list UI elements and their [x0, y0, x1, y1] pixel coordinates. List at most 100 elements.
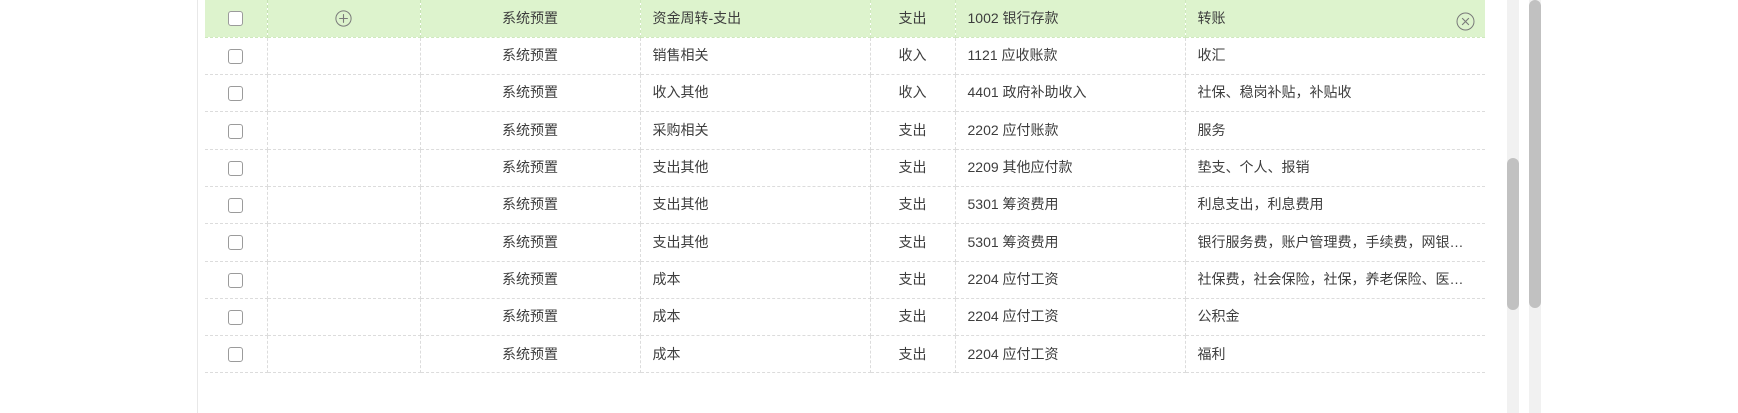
row-expand-cell — [267, 223, 421, 262]
rules-table-body: 系统预置 资金周转-支出 支出 1002 银行存款 转账 系统预置 销售相关 收入 1121 应… — [205, 0, 1485, 374]
outer-vertical-scrollbar-track[interactable] — [1529, 0, 1541, 413]
cell-category: 销售相关 — [640, 37, 871, 76]
row-expand-cell — [267, 335, 421, 374]
cell-account: 2209 其他应付款 — [955, 149, 1186, 187]
cell-category: 成本 — [640, 261, 871, 299]
checkbox-icon[interactable] — [228, 86, 244, 102]
row-checkbox-cell — [205, 37, 268, 76]
cell-direction: 支出 — [870, 298, 956, 337]
cell-category: 资金周转-支出 — [640, 0, 871, 38]
checkbox-icon[interactable] — [228, 235, 244, 251]
cell-category: 收入其他 — [640, 74, 871, 113]
cell-direction: 支出 — [870, 335, 956, 374]
inner-vertical-scrollbar-thumb[interactable] — [1507, 158, 1519, 310]
cell-account: 1121 应收账款 — [955, 37, 1186, 76]
row-expand-cell — [267, 186, 421, 225]
left-empty-pane — [0, 0, 197, 413]
checkbox-icon[interactable] — [228, 160, 244, 176]
cell-category: 支出其他 — [640, 186, 871, 225]
row-expand-cell — [267, 111, 421, 150]
row-checkbox-cell — [205, 298, 268, 337]
cell-keywords: 社保费，社会保险，社保，养老保险、医疗保险... — [1185, 261, 1485, 299]
cell-category: 支出其他 — [640, 223, 871, 262]
cell-account: 4401 政府补助收入 — [955, 74, 1186, 113]
cell-source: 系统预置 — [420, 298, 641, 337]
cell-keywords: 服务 — [1185, 111, 1485, 150]
cell-account: 2204 应付工资 — [955, 261, 1186, 299]
table-row[interactable]: 系统预置 成本 支出 2204 应付工资 福利 — [205, 335, 1485, 374]
left-gutter — [198, 0, 205, 413]
cell-keywords: 社保、稳岗补贴，补贴收 — [1185, 74, 1485, 113]
plus-circle-icon[interactable] — [335, 10, 352, 27]
cell-account: 2204 应付工资 — [955, 298, 1186, 337]
cell-keywords: 垫支、个人、报销 — [1185, 149, 1485, 187]
row-checkbox-cell — [205, 74, 268, 113]
checkbox-icon[interactable] — [228, 123, 244, 139]
row-expand-cell — [267, 74, 421, 113]
table-row[interactable]: 系统预置 销售相关 收入 1121 应收账款 收汇 — [205, 37, 1485, 76]
cell-account: 2204 应付工资 — [955, 335, 1186, 374]
cell-keywords: 银行服务费，账户管理费，手续费，网银注册，... — [1185, 223, 1485, 262]
right-scroll-zone — [1485, 0, 1738, 413]
cell-source: 系统预置 — [420, 149, 641, 187]
cell-category: 成本 — [640, 298, 871, 337]
row-expand-cell — [267, 149, 421, 187]
cell-account: 2202 应付账款 — [955, 111, 1186, 150]
checkbox-icon[interactable] — [228, 272, 244, 288]
cell-category: 成本 — [640, 335, 871, 374]
cell-account: 5301 筹资费用 — [955, 223, 1186, 262]
outer-vertical-scrollbar-thumb[interactable] — [1529, 0, 1541, 308]
checkbox-icon[interactable] — [228, 347, 244, 363]
cell-direction: 收入 — [870, 74, 956, 113]
cell-source: 系统预置 — [420, 223, 641, 262]
cell-source: 系统预置 — [420, 111, 641, 150]
table-row[interactable]: 系统预置 资金周转-支出 支出 1002 银行存款 转账 — [205, 0, 1485, 38]
table-row[interactable]: 系统预置 成本 支出 2204 应付工资 社保费，社会保险，社保，养老保险、医疗保险..… — [205, 261, 1485, 299]
row-expand-cell — [267, 37, 421, 76]
row-checkbox-cell — [205, 111, 268, 150]
cell-keywords: 收汇 — [1185, 37, 1485, 76]
cell-keywords: 转账 — [1185, 0, 1485, 38]
cell-direction: 支出 — [870, 0, 956, 38]
cell-source: 系统预置 — [420, 74, 641, 113]
cell-direction: 收入 — [870, 37, 956, 76]
row-checkbox-cell — [205, 0, 268, 38]
inner-vertical-scrollbar-track[interactable] — [1507, 0, 1519, 413]
row-expand-cell — [267, 261, 421, 299]
cell-direction: 支出 — [870, 186, 956, 225]
cell-direction: 支出 — [870, 261, 956, 299]
checkbox-icon[interactable] — [228, 310, 244, 326]
row-expand-cell — [267, 298, 421, 337]
row-checkbox-cell — [205, 335, 268, 374]
table-row[interactable]: 系统预置 成本 支出 2204 应付工资 公积金 — [205, 298, 1485, 337]
cell-keywords: 利息支出，利息费用 — [1185, 186, 1485, 225]
rules-table-region: 系统预置 资金周转-支出 支出 1002 银行存款 转账 系统预置 销售相关 收入 1121 应… — [205, 0, 1485, 413]
checkbox-icon[interactable] — [228, 198, 244, 214]
table-row[interactable]: 系统预置 支出其他 支出 2209 其他应付款 垫支、个人、报销 — [205, 149, 1485, 187]
row-checkbox-cell — [205, 186, 268, 225]
rules-table: 系统预置 资金周转-支出 支出 1002 银行存款 转账 系统预置 销售相关 收入 1121 应… — [205, 0, 1485, 374]
cell-account: 1002 银行存款 — [955, 0, 1186, 38]
cell-source: 系统预置 — [420, 37, 641, 76]
table-row[interactable]: 系统预置 支出其他 支出 5301 筹资费用 银行服务费，账户管理费，手续费，网银注册，… — [205, 223, 1485, 262]
cell-source: 系统预置 — [420, 186, 641, 225]
table-row[interactable]: 系统预置 收入其他 收入 4401 政府补助收入 社保、稳岗补贴，补贴收 — [205, 74, 1485, 113]
checkbox-icon[interactable] — [228, 11, 244, 27]
cell-keywords: 公积金 — [1185, 298, 1485, 337]
cell-direction: 支出 — [870, 149, 956, 187]
cell-account: 5301 筹资费用 — [955, 186, 1186, 225]
row-expand-cell — [267, 0, 421, 38]
table-row[interactable]: 系统预置 采购相关 支出 2202 应付账款 服务 — [205, 111, 1485, 150]
row-checkbox-cell — [205, 261, 268, 299]
close-circle-icon[interactable] — [1456, 12, 1475, 31]
row-checkbox-cell — [205, 223, 268, 262]
row-checkbox-cell — [205, 149, 268, 187]
cell-source: 系统预置 — [420, 261, 641, 299]
cell-category: 采购相关 — [640, 111, 871, 150]
cell-direction: 支出 — [870, 223, 956, 262]
pane-divider — [197, 0, 198, 413]
cell-category: 支出其他 — [640, 149, 871, 187]
table-row[interactable]: 系统预置 支出其他 支出 5301 筹资费用 利息支出，利息费用 — [205, 186, 1485, 225]
checkbox-icon[interactable] — [228, 48, 244, 64]
